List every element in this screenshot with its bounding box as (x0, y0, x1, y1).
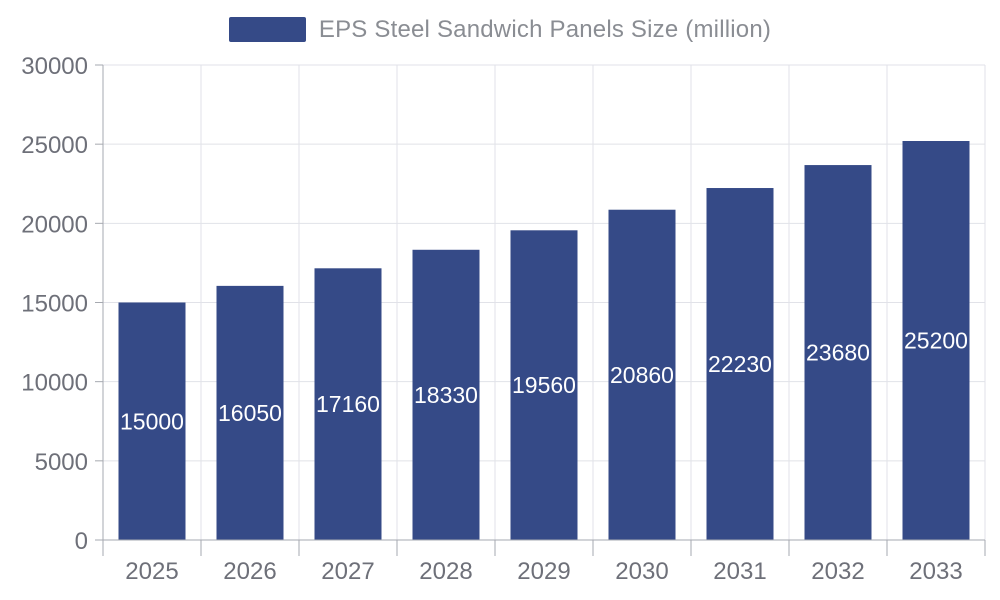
y-axis-tick-label: 20000 (21, 211, 88, 238)
bar-value-label: 19560 (512, 372, 576, 398)
bar-value-label: 15000 (120, 408, 184, 434)
x-axis-tick-label: 2033 (909, 558, 962, 585)
x-axis-tick-label: 2029 (517, 558, 570, 585)
y-axis-tick-label: 0 (75, 528, 88, 555)
legend-label: EPS Steel Sandwich Panels Size (million) (318, 16, 772, 43)
bar-value-label: 17160 (316, 391, 380, 417)
bar-2029[interactable] (510, 230, 578, 541)
x-axis-tick-label: 2026 (223, 558, 276, 585)
bar-value-label: 25200 (904, 328, 968, 354)
bar-2030[interactable] (608, 209, 676, 540)
bar-2026[interactable] (216, 285, 284, 540)
legend-swatch-icon (228, 17, 306, 42)
y-axis-tick-label: 25000 (21, 132, 88, 159)
x-axis-tick-label: 2025 (125, 558, 178, 585)
bar-value-label: 20860 (610, 362, 674, 388)
y-axis-tick-label: 30000 (21, 53, 88, 80)
bar-2032[interactable] (804, 165, 872, 541)
x-axis-tick-label: 2031 (713, 558, 766, 585)
y-axis-tick-label: 15000 (21, 291, 88, 318)
bar-value-label: 22230 (708, 351, 772, 377)
x-axis-tick-label: 2030 (615, 558, 668, 585)
x-axis-tick-label: 2032 (811, 558, 864, 585)
bar-value-label: 16050 (218, 400, 282, 426)
bar-value-label: 23680 (806, 340, 870, 366)
bar-2031[interactable] (706, 188, 774, 540)
y-axis-tick-label: 5000 (35, 449, 88, 476)
x-axis-tick-label: 2028 (419, 558, 472, 585)
bar-2025[interactable] (118, 302, 186, 541)
x-axis-tick-label: 2027 (321, 558, 374, 585)
legend-item[interactable]: EPS Steel Sandwich Panels Size (million) (0, 17, 1000, 42)
bar-value-label: 18330 (414, 382, 478, 408)
y-axis-tick-label: 10000 (21, 370, 88, 397)
bar-2028[interactable] (412, 249, 480, 540)
bar-2027[interactable] (314, 268, 382, 540)
bar-2033[interactable] (902, 141, 970, 540)
